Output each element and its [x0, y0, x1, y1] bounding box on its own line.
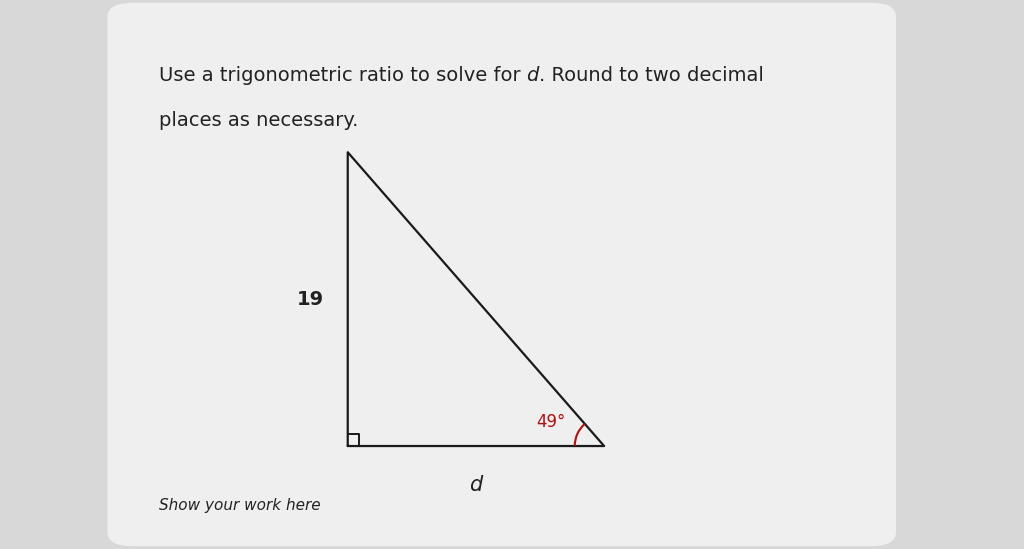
Text: d: d — [469, 475, 482, 495]
Text: Use a trigonometric ratio to solve for: Use a trigonometric ratio to solve for — [159, 66, 526, 85]
Text: d: d — [526, 66, 539, 85]
Text: Show your work here: Show your work here — [159, 498, 321, 513]
Text: places as necessary.: places as necessary. — [159, 111, 358, 130]
Text: 19: 19 — [297, 290, 324, 309]
Text: 49°: 49° — [536, 413, 565, 431]
Text: . Round to two decimal: . Round to two decimal — [539, 66, 764, 85]
